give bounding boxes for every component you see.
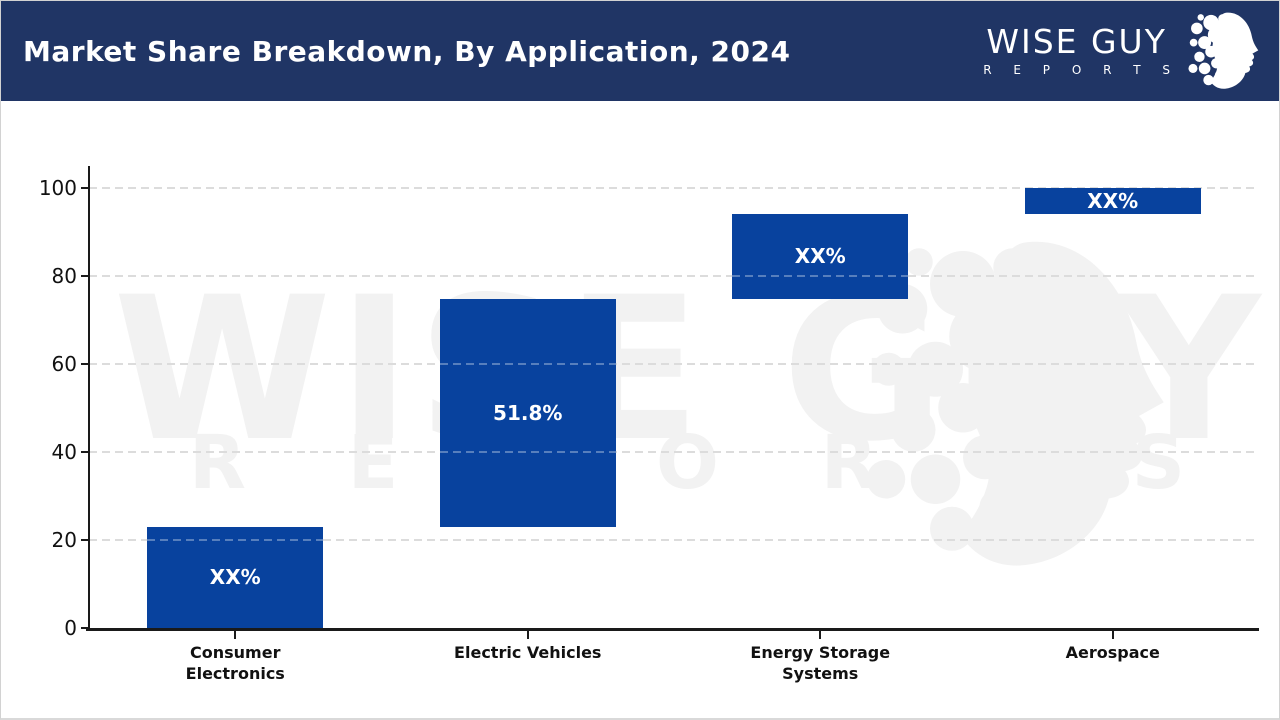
x-tick-mark-electric-vehicles [526, 631, 529, 639]
y-tick-mark-60 [81, 363, 89, 365]
brand-logo-text: WISE GUY R E P O R T S [974, 24, 1179, 78]
gridline-100 [89, 187, 1259, 189]
bar-value-label-electric-vehicles: 51.8% [493, 400, 563, 425]
bar-electric-vehicles: 51.8% [439, 298, 616, 527]
logo-face-icon [1185, 9, 1263, 93]
y-tick-label-60: 60 [51, 352, 77, 376]
y-tick-mark-20 [81, 539, 89, 541]
bar-value-label-aerospace: XX% [1087, 188, 1139, 213]
gridline-60 [89, 363, 1259, 365]
x-tick-mark-aerospace [1111, 631, 1114, 639]
y-tick-label-0: 0 [64, 616, 77, 640]
brand-name: WISE GUY [986, 22, 1167, 61]
bar-gridline-overlay-20 [147, 538, 324, 541]
header-bar: Market Share Breakdown, By Application, … [1, 1, 1279, 101]
y-tick-label-80: 80 [51, 264, 77, 288]
gridline-20 [89, 539, 1259, 541]
y-tick-mark-0 [81, 627, 89, 629]
y-axis-line [88, 166, 90, 630]
x-tick-mark-consumer-electronics [234, 631, 237, 639]
gridline-80 [89, 275, 1259, 277]
bar-gridline-overlay-40 [439, 450, 616, 453]
x-tick-label-aerospace: Aerospace [1065, 643, 1160, 662]
x-tick-label-electric-vehicles: Electric Vehicles [454, 643, 602, 662]
gridline-40 [89, 451, 1259, 453]
y-tick-label-40: 40 [51, 440, 77, 464]
y-tick-mark-80 [81, 275, 89, 277]
watermark-face-icon [853, 225, 1183, 589]
x-tick-mark-energy-storage-systems [819, 631, 822, 639]
bar-value-label-energy-storage-systems: XX% [794, 244, 846, 269]
x-tick-label-energy-storage-systems: Energy Storage Systems [750, 643, 891, 683]
x-axis-line [86, 628, 1259, 631]
y-tick-mark-40 [81, 451, 89, 453]
brand-logo: WISE GUY R E P O R T S [974, 9, 1263, 93]
chart-area: 0 20 40 60 80 100 XX% Consumer Electronics 51.8% E… [1, 101, 1279, 718]
brand-subname: R E P O R T S [983, 63, 1179, 77]
x-tick-label-consumer-electronics: Consumer Electronics [185, 643, 285, 683]
bar-gridline-overlay-60 [439, 362, 616, 365]
y-tick-mark-100 [81, 187, 89, 189]
page-title: Market Share Breakdown, By Application, … [23, 34, 791, 68]
bar-value-label-consumer-electronics: XX% [209, 565, 261, 590]
bar-energy-storage-systems: XX% [732, 213, 909, 299]
bar-aerospace: XX% [1024, 188, 1201, 214]
bar-consumer-electronics: XX% [147, 526, 324, 628]
bar-gridline-overlay-80 [732, 274, 909, 277]
y-tick-label-20: 20 [51, 528, 77, 552]
y-tick-label-100: 100 [38, 176, 77, 200]
